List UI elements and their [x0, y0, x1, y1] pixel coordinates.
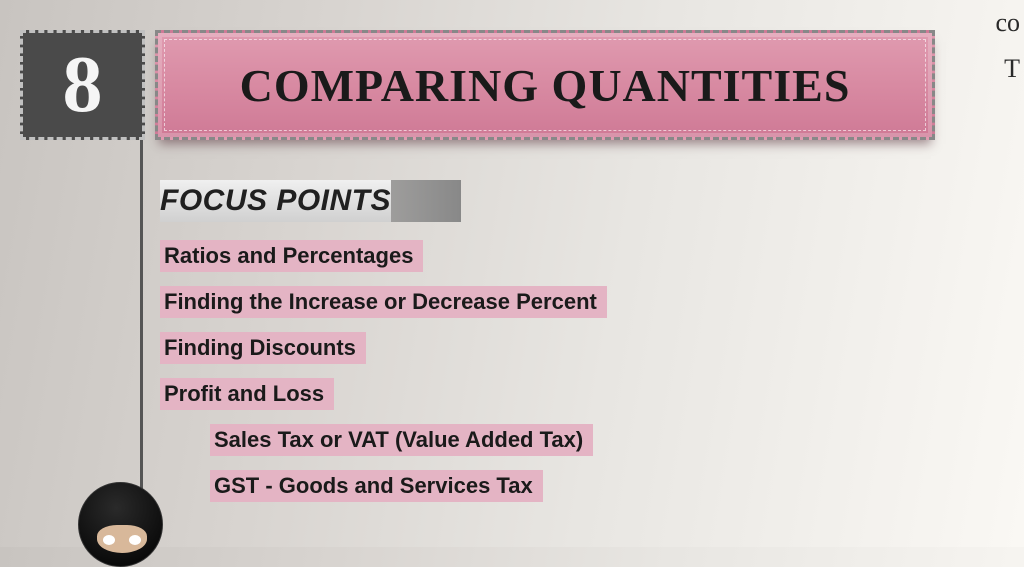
chapter-title-box: COMPARING QUANTITIES	[155, 30, 935, 140]
focus-points-heading: FOCUS POINTS	[160, 180, 391, 222]
list-item: Ratios and Percentages	[160, 240, 423, 272]
focus-heading-wrap: FOCUS POINTS	[160, 180, 461, 222]
chapter-title: COMPARING QUANTITIES	[240, 59, 851, 112]
list-item: Sales Tax or VAT (Value Added Tax)	[210, 424, 593, 456]
list-item: Finding Discounts	[160, 332, 366, 364]
list-item: Finding the Increase or Decrease Percent	[160, 286, 607, 318]
chapter-number-box: 8	[20, 30, 145, 140]
cropped-text: co	[995, 8, 1020, 38]
list-item: Profit and Loss	[160, 378, 334, 410]
focus-points-list: Ratios and Percentages Finding the Incre…	[160, 240, 1024, 502]
content-area: FOCUS POINTS Ratios and Percentages Find…	[160, 180, 1024, 502]
list-item: GST - Goods and Services Tax	[210, 470, 543, 502]
chapter-number: 8	[63, 40, 103, 131]
student-avatar-icon	[78, 482, 163, 567]
textbook-page: 8 COMPARING QUANTITIES FOCUS POINTS Rati…	[0, 0, 1024, 547]
chapter-header: 8 COMPARING QUANTITIES	[20, 30, 1024, 140]
cropped-text: T	[1004, 54, 1020, 84]
